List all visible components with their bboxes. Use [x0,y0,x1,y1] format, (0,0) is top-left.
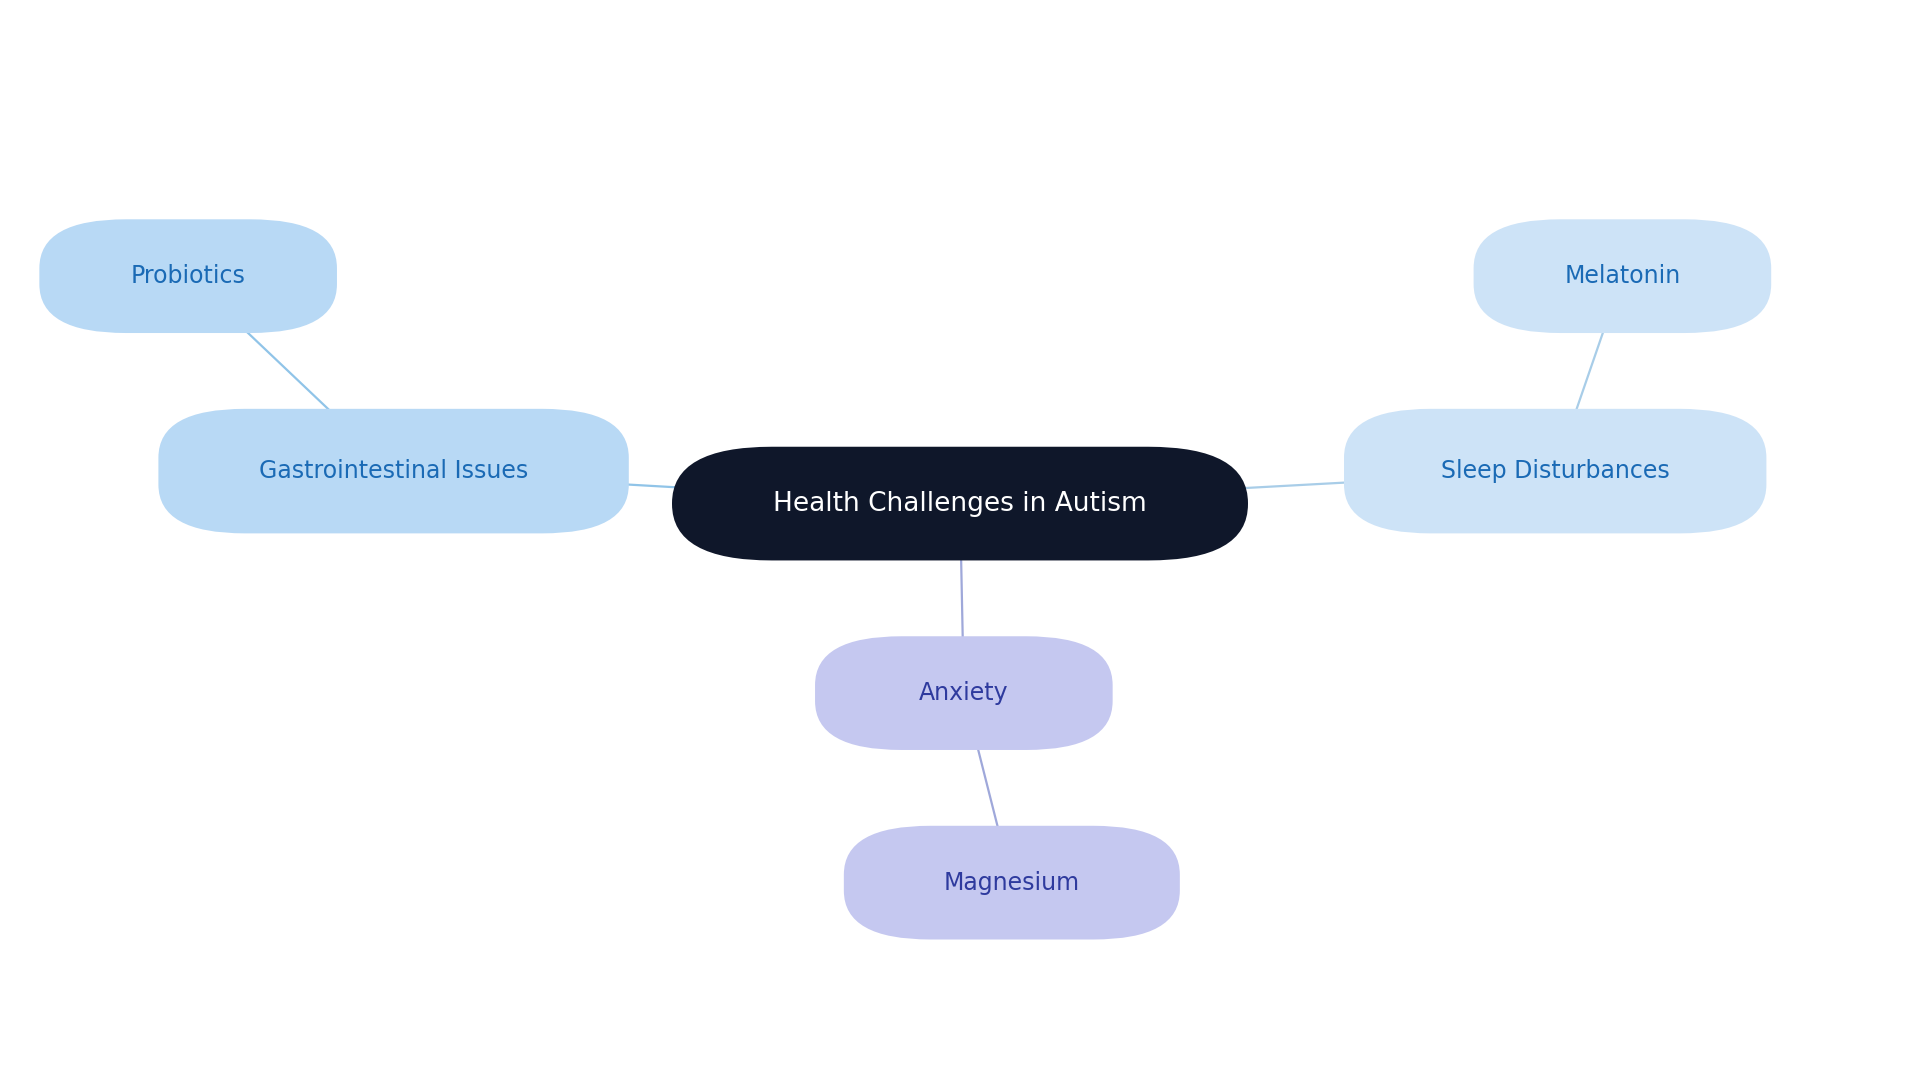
FancyBboxPatch shape [1344,409,1766,534]
FancyBboxPatch shape [157,409,630,534]
FancyBboxPatch shape [672,446,1248,561]
Text: Gastrointestinal Issues: Gastrointestinal Issues [259,459,528,483]
Text: Anxiety: Anxiety [920,681,1008,705]
FancyBboxPatch shape [1475,219,1770,334]
FancyBboxPatch shape [40,219,338,334]
Text: Probiotics: Probiotics [131,264,246,288]
FancyBboxPatch shape [814,637,1114,749]
Text: Sleep Disturbances: Sleep Disturbances [1440,459,1670,483]
FancyBboxPatch shape [845,826,1179,939]
Text: Magnesium: Magnesium [945,871,1079,895]
Text: Health Challenges in Autism: Health Challenges in Autism [774,491,1146,517]
Text: Melatonin: Melatonin [1565,264,1680,288]
